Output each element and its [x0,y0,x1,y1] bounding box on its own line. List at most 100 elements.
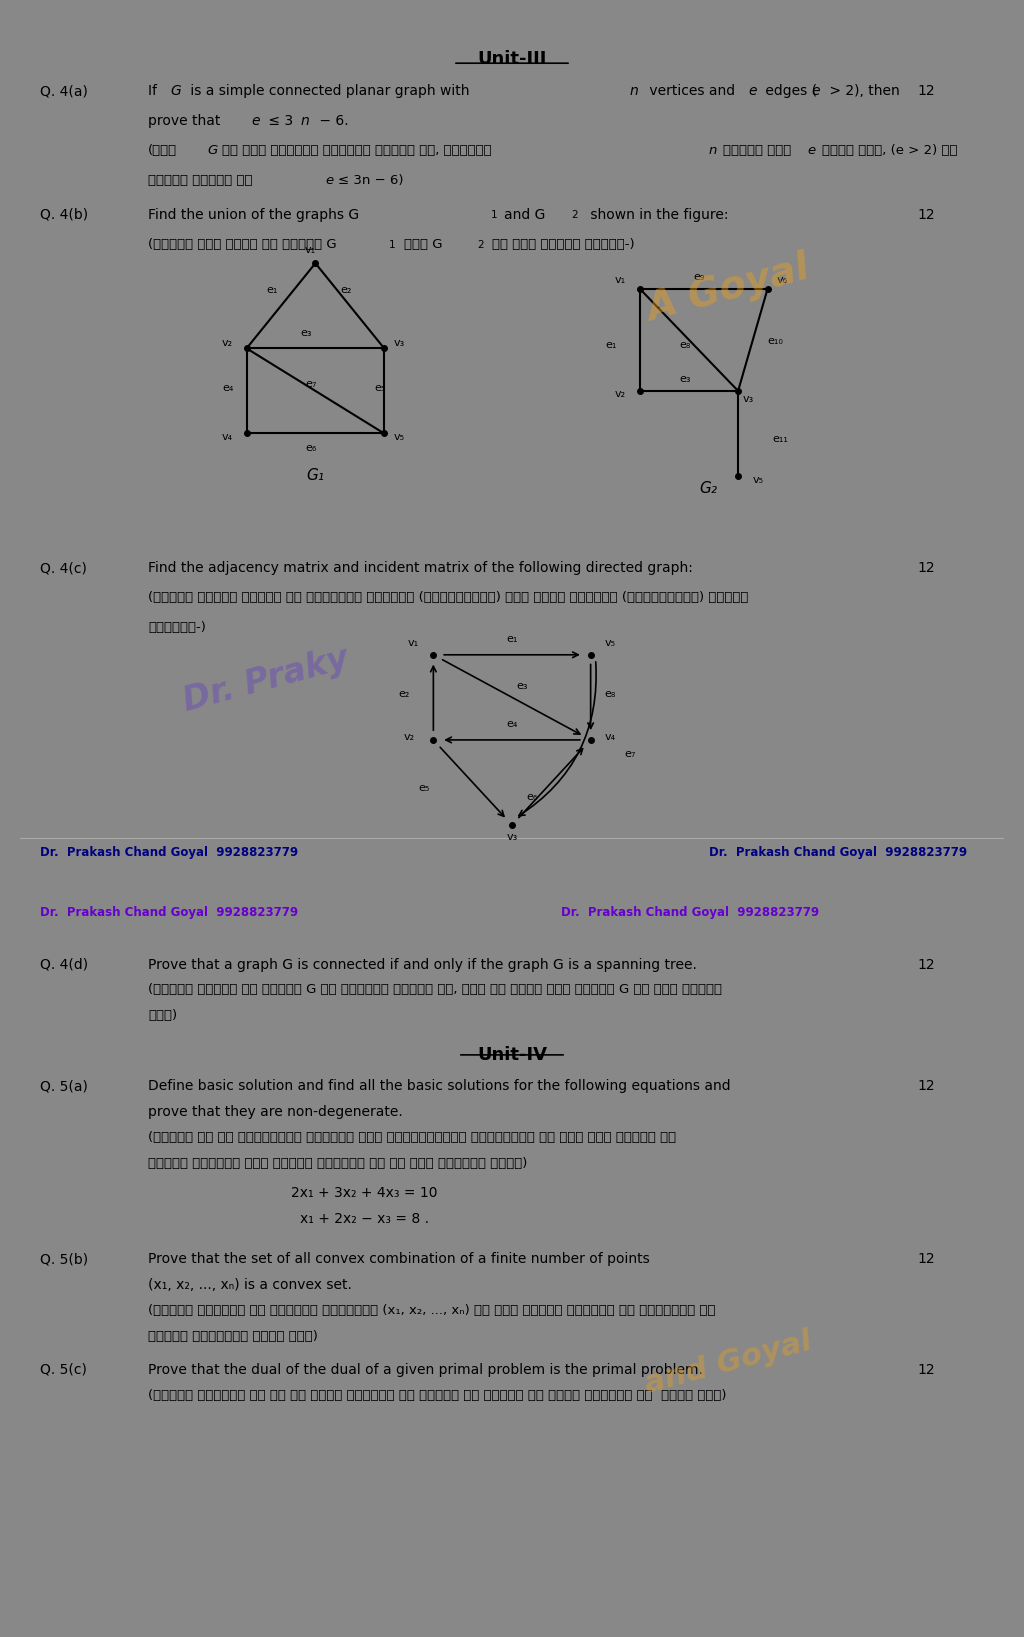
Text: Prove that the set of all convex combination of a finite number of points: Prove that the set of all convex combina… [148,1252,650,1267]
Text: v₁: v₁ [305,244,316,255]
Text: e: e [252,115,260,128]
Text: n: n [630,85,639,98]
Text: v₁: v₁ [409,638,419,648]
Text: है।): है।) [148,1008,177,1021]
Text: G: G [170,85,180,98]
Text: If: If [148,85,162,98]
Text: e₃: e₃ [301,327,312,337]
Text: 2: 2 [571,211,578,221]
Text: (सिद्ध कीजिए कि ग्राफ G एक संबद्ध ग्राफ है, यदि और केवल यदि ग्राफ G एक जनक वृक्ष: (सिद्ध कीजिए कि ग्राफ G एक संबद्ध ग्राफ … [148,984,722,997]
Text: Q. 4(a): Q. 4(a) [40,85,88,98]
Text: and Goyal: and Goyal [641,1326,815,1400]
Text: v₅: v₅ [753,475,763,485]
Text: is a simple connected planar graph with: is a simple connected planar graph with [185,85,473,98]
Text: Unit-IV: Unit-IV [477,1046,547,1064]
Text: e: e [812,85,820,98]
Text: 12: 12 [918,85,935,98]
Text: v₅: v₅ [605,638,615,648]
Text: (यदि: (यदि [148,144,177,157]
Text: कोरे हैं, (e > 2) तब: कोरे हैं, (e > 2) तब [821,144,957,157]
Text: 12: 12 [918,561,935,575]
Text: e₃: e₃ [516,681,527,691]
Text: ≤ 3: ≤ 3 [264,115,294,128]
Text: Prove that the dual of the dual of a given primal problem is the primal problem.: Prove that the dual of the dual of a giv… [148,1362,703,1377]
Text: v₄: v₄ [605,732,615,743]
Text: e₇: e₇ [625,750,636,760]
Text: and G: and G [504,208,546,223]
Text: e₁₁: e₁₁ [772,434,788,444]
Text: तथा G: तथा G [403,237,442,250]
Text: G₂: G₂ [699,481,718,496]
Text: v₃: v₃ [742,393,754,404]
Text: Unit-III: Unit-III [477,51,547,69]
Text: Dr.  Prakash Chand Goyal  9928823779: Dr. Prakash Chand Goyal 9928823779 [561,905,819,918]
Text: (आधारी हल को परिभाषित कीजिये तथा निम्नलिखित समीकरणों के लिए सभी आधारी हल: (आधारी हल को परिभाषित कीजिये तथा निम्नलि… [148,1131,677,1144]
Text: ≤ 3n − 6): ≤ 3n − 6) [338,174,403,187]
Text: Q. 4(d): Q. 4(d) [40,958,88,972]
Text: Find the adjacency matrix and incident matrix of the following directed graph:: Find the adjacency matrix and incident m… [148,561,693,575]
Text: x₁ + 2x₂ − x₃ = 8 .: x₁ + 2x₂ − x₃ = 8 . [300,1211,429,1226]
Text: का संघ ज्ञात कीजिए-): का संघ ज्ञात कीजिए-) [493,237,635,250]
Text: Q. 4(b): Q. 4(b) [40,208,88,223]
Text: v₁: v₁ [614,275,626,285]
Text: v₃: v₃ [507,832,517,841]
Text: 1: 1 [389,241,395,250]
Text: n: n [709,144,717,157]
Text: e₆: e₆ [305,442,316,452]
Text: e₄: e₄ [506,719,518,728]
Text: 12: 12 [918,1079,935,1094]
Text: Q. 4(c): Q. 4(c) [40,561,87,575]
Text: e₅: e₅ [375,383,386,393]
Text: (निम्न दिष्ट ग्राफ का आसन्नता आव्यूह (मैट्रिक्स) तथा आपतन आव्यूह (मैट्रिक्स) ज्ञ: (निम्न दिष्ट ग्राफ का आसन्नता आव्यूह (मै… [148,591,749,604]
Text: e₁₀: e₁₀ [768,336,783,345]
Text: prove that: prove that [148,115,225,128]
Text: e₈: e₈ [679,340,690,350]
Text: कीजिये-): कीजिये-) [148,620,206,634]
Text: एक सरल संबद्ध समतलीय ग्राफ है, जिसमें: एक सरल संबद्ध समतलीय ग्राफ है, जिसमें [222,144,492,157]
Text: shown in the figure:: shown in the figure: [586,208,728,223]
Text: v₅: v₅ [393,432,404,442]
Text: 12: 12 [918,208,935,223]
Text: (सिद्ध कीजिये कि दी गई आद्य समस्या के द्वैत का द्वैत एक आद्य समस्या ही  होती है।: (सिद्ध कीजिये कि दी गई आद्य समस्या के द्… [148,1388,727,1401]
Text: − 6.: − 6. [315,115,349,128]
Text: > 2), then: > 2), then [824,85,899,98]
Text: e₄: e₄ [222,383,233,393]
Text: Find the union of the graphs G: Find the union of the graphs G [148,208,359,223]
Text: Dr.  Prakash Chand Goyal  9928823779: Dr. Prakash Chand Goyal 9928823779 [709,846,967,859]
Text: शीर्ष तथा: शीर्ष तथा [723,144,792,157]
Text: e: e [748,85,757,98]
Text: e₂: e₂ [398,689,410,699]
Text: (चित्र में दिये गए ग्राफ G: (चित्र में दिये गए ग्राफ G [148,237,337,250]
Text: 2x₁ + 3x₂ + 4x₃ = 10: 2x₁ + 3x₂ + 4x₃ = 10 [291,1185,438,1200]
Text: Dr.  Prakash Chand Goyal  9928823779: Dr. Prakash Chand Goyal 9928823779 [40,905,298,918]
Text: n: n [301,115,309,128]
Text: Dr.  Prakash Chand Goyal  9928823779: Dr. Prakash Chand Goyal 9928823779 [40,846,298,859]
Text: e: e [807,144,815,157]
Text: G₁: G₁ [306,468,325,483]
Text: 12: 12 [918,1362,935,1377]
Text: v₆: v₆ [777,275,787,285]
Text: e: e [326,174,334,187]
Text: 12: 12 [918,1252,935,1267]
Text: e₃: e₃ [679,375,690,385]
Text: Q. 5(a): Q. 5(a) [40,1079,88,1094]
Text: ज्ञात कीजिये तथा सिद्ध कीजिये कि ये सभी अनपष्ठ हैं।): ज्ञात कीजिये तथा सिद्ध कीजिये कि ये सभी … [148,1156,527,1169]
Text: e₅: e₅ [418,782,429,792]
Text: e₈: e₈ [605,689,615,699]
Text: e₁: e₁ [605,340,616,350]
Text: Dr. Praky: Dr. Praky [180,642,352,719]
Text: v₃: v₃ [393,339,404,349]
Text: (सिद्ध कीजिये कि परिमित बिंदुओं (x₁, x₂, ..., xₙ) के सभी अवमुख संचयों का समुच्चय: (सिद्ध कीजिये कि परिमित बिंदुओं (x₁, x₂,… [148,1303,716,1316]
Text: 1: 1 [490,211,497,221]
Text: अवमुख समुच्चय होता है।): अवमुख समुच्चय होता है।) [148,1329,318,1342]
Text: e₁: e₁ [506,634,518,643]
Text: e₁: e₁ [266,285,278,295]
Text: v₄: v₄ [221,432,232,442]
Text: v₂: v₂ [614,390,626,399]
Text: Prove that a graph G is connected if and only if the graph G is a spanning tree.: Prove that a graph G is connected if and… [148,958,697,972]
Text: e₆: e₆ [526,792,538,802]
Text: v₂: v₂ [403,732,415,743]
Text: सिद्ध कीजिए कि: सिद्ध कीजिए कि [148,174,253,187]
Text: e₇: e₇ [305,378,317,388]
Text: A Goyal: A Goyal [643,249,814,329]
